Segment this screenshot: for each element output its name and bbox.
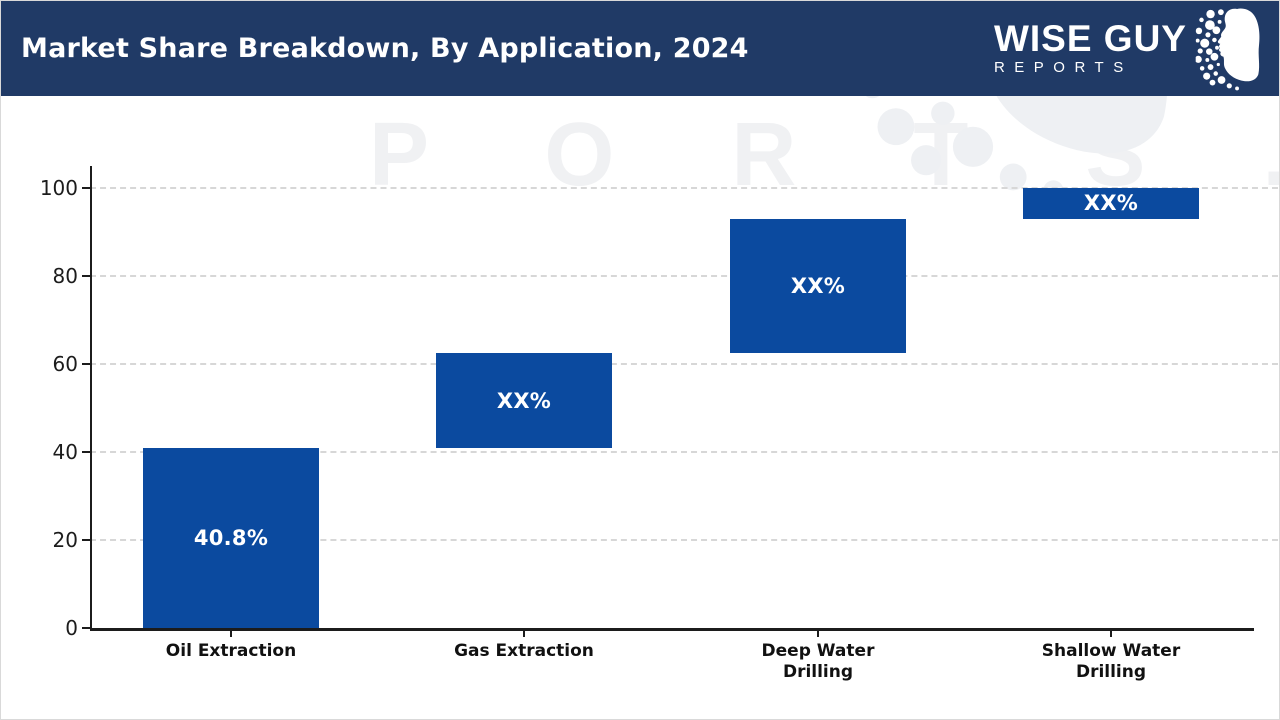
brand-logo-text: WISE GUY REPORTS bbox=[994, 20, 1187, 77]
x-category-label: Shallow Water Drilling bbox=[966, 641, 1256, 683]
x-tick-3 bbox=[817, 630, 819, 637]
y-tick-80 bbox=[82, 275, 90, 277]
brand-face-icon bbox=[1189, 7, 1267, 91]
brand-subname: REPORTS bbox=[993, 59, 1133, 76]
brand-name: WISE GUY bbox=[993, 18, 1187, 59]
gridline-60 bbox=[90, 363, 1278, 365]
y-tick-40 bbox=[82, 451, 90, 453]
x-category-label: Gas Extraction bbox=[379, 641, 669, 662]
y-tick-label-0: 0 bbox=[65, 616, 78, 640]
page-title: Market Share Breakdown, By Application, … bbox=[21, 33, 749, 64]
bar-3: XX% bbox=[730, 218, 906, 353]
bar-1: 40.8% bbox=[143, 448, 319, 628]
y-tick-label-60: 60 bbox=[52, 352, 78, 376]
bar-value-label: 40.8% bbox=[193, 526, 269, 551]
x-category-label: Deep Water Drilling bbox=[673, 641, 963, 683]
y-tick-label-40: 40 bbox=[52, 440, 78, 464]
bar-2: XX% bbox=[436, 353, 612, 449]
y-tick-60 bbox=[82, 363, 90, 365]
bar-value-label: XX% bbox=[496, 388, 552, 413]
brand-logo: WISE GUY REPORTS bbox=[994, 7, 1267, 91]
y-tick-label-100: 100 bbox=[39, 176, 78, 200]
x-tick-2 bbox=[523, 630, 525, 637]
x-category-label-line: Oil Extraction bbox=[165, 641, 297, 661]
gridline-20 bbox=[90, 539, 1278, 541]
x-category-label-line: Drilling bbox=[1075, 662, 1147, 682]
x-category-label-line: Gas Extraction bbox=[454, 641, 594, 661]
gridline-100 bbox=[90, 187, 1278, 189]
x-category-label-line: Deep Water bbox=[761, 641, 875, 661]
x-category-label: Oil Extraction bbox=[86, 641, 376, 662]
y-axis-line bbox=[90, 166, 92, 630]
y-tick-label-80: 80 bbox=[52, 264, 78, 288]
y-tick-20 bbox=[82, 539, 90, 541]
gridline-40 bbox=[90, 451, 1278, 453]
x-category-label-line: Shallow Water bbox=[1041, 641, 1181, 661]
y-tick-0 bbox=[82, 627, 90, 629]
bar-value-label: XX% bbox=[790, 273, 846, 298]
x-tick-4 bbox=[1110, 630, 1112, 637]
bar-4: XX% bbox=[1023, 188, 1199, 219]
x-tick-1 bbox=[230, 630, 232, 637]
x-category-label-line: Drilling bbox=[782, 662, 854, 682]
bar-value-label: XX% bbox=[1083, 191, 1139, 216]
header-banner: Market Share Breakdown, By Application, … bbox=[1, 1, 1279, 96]
x-axis-line bbox=[90, 628, 1254, 631]
y-tick-label-20: 20 bbox=[52, 528, 78, 552]
gridline-80 bbox=[90, 275, 1278, 277]
y-tick-100 bbox=[82, 187, 90, 189]
